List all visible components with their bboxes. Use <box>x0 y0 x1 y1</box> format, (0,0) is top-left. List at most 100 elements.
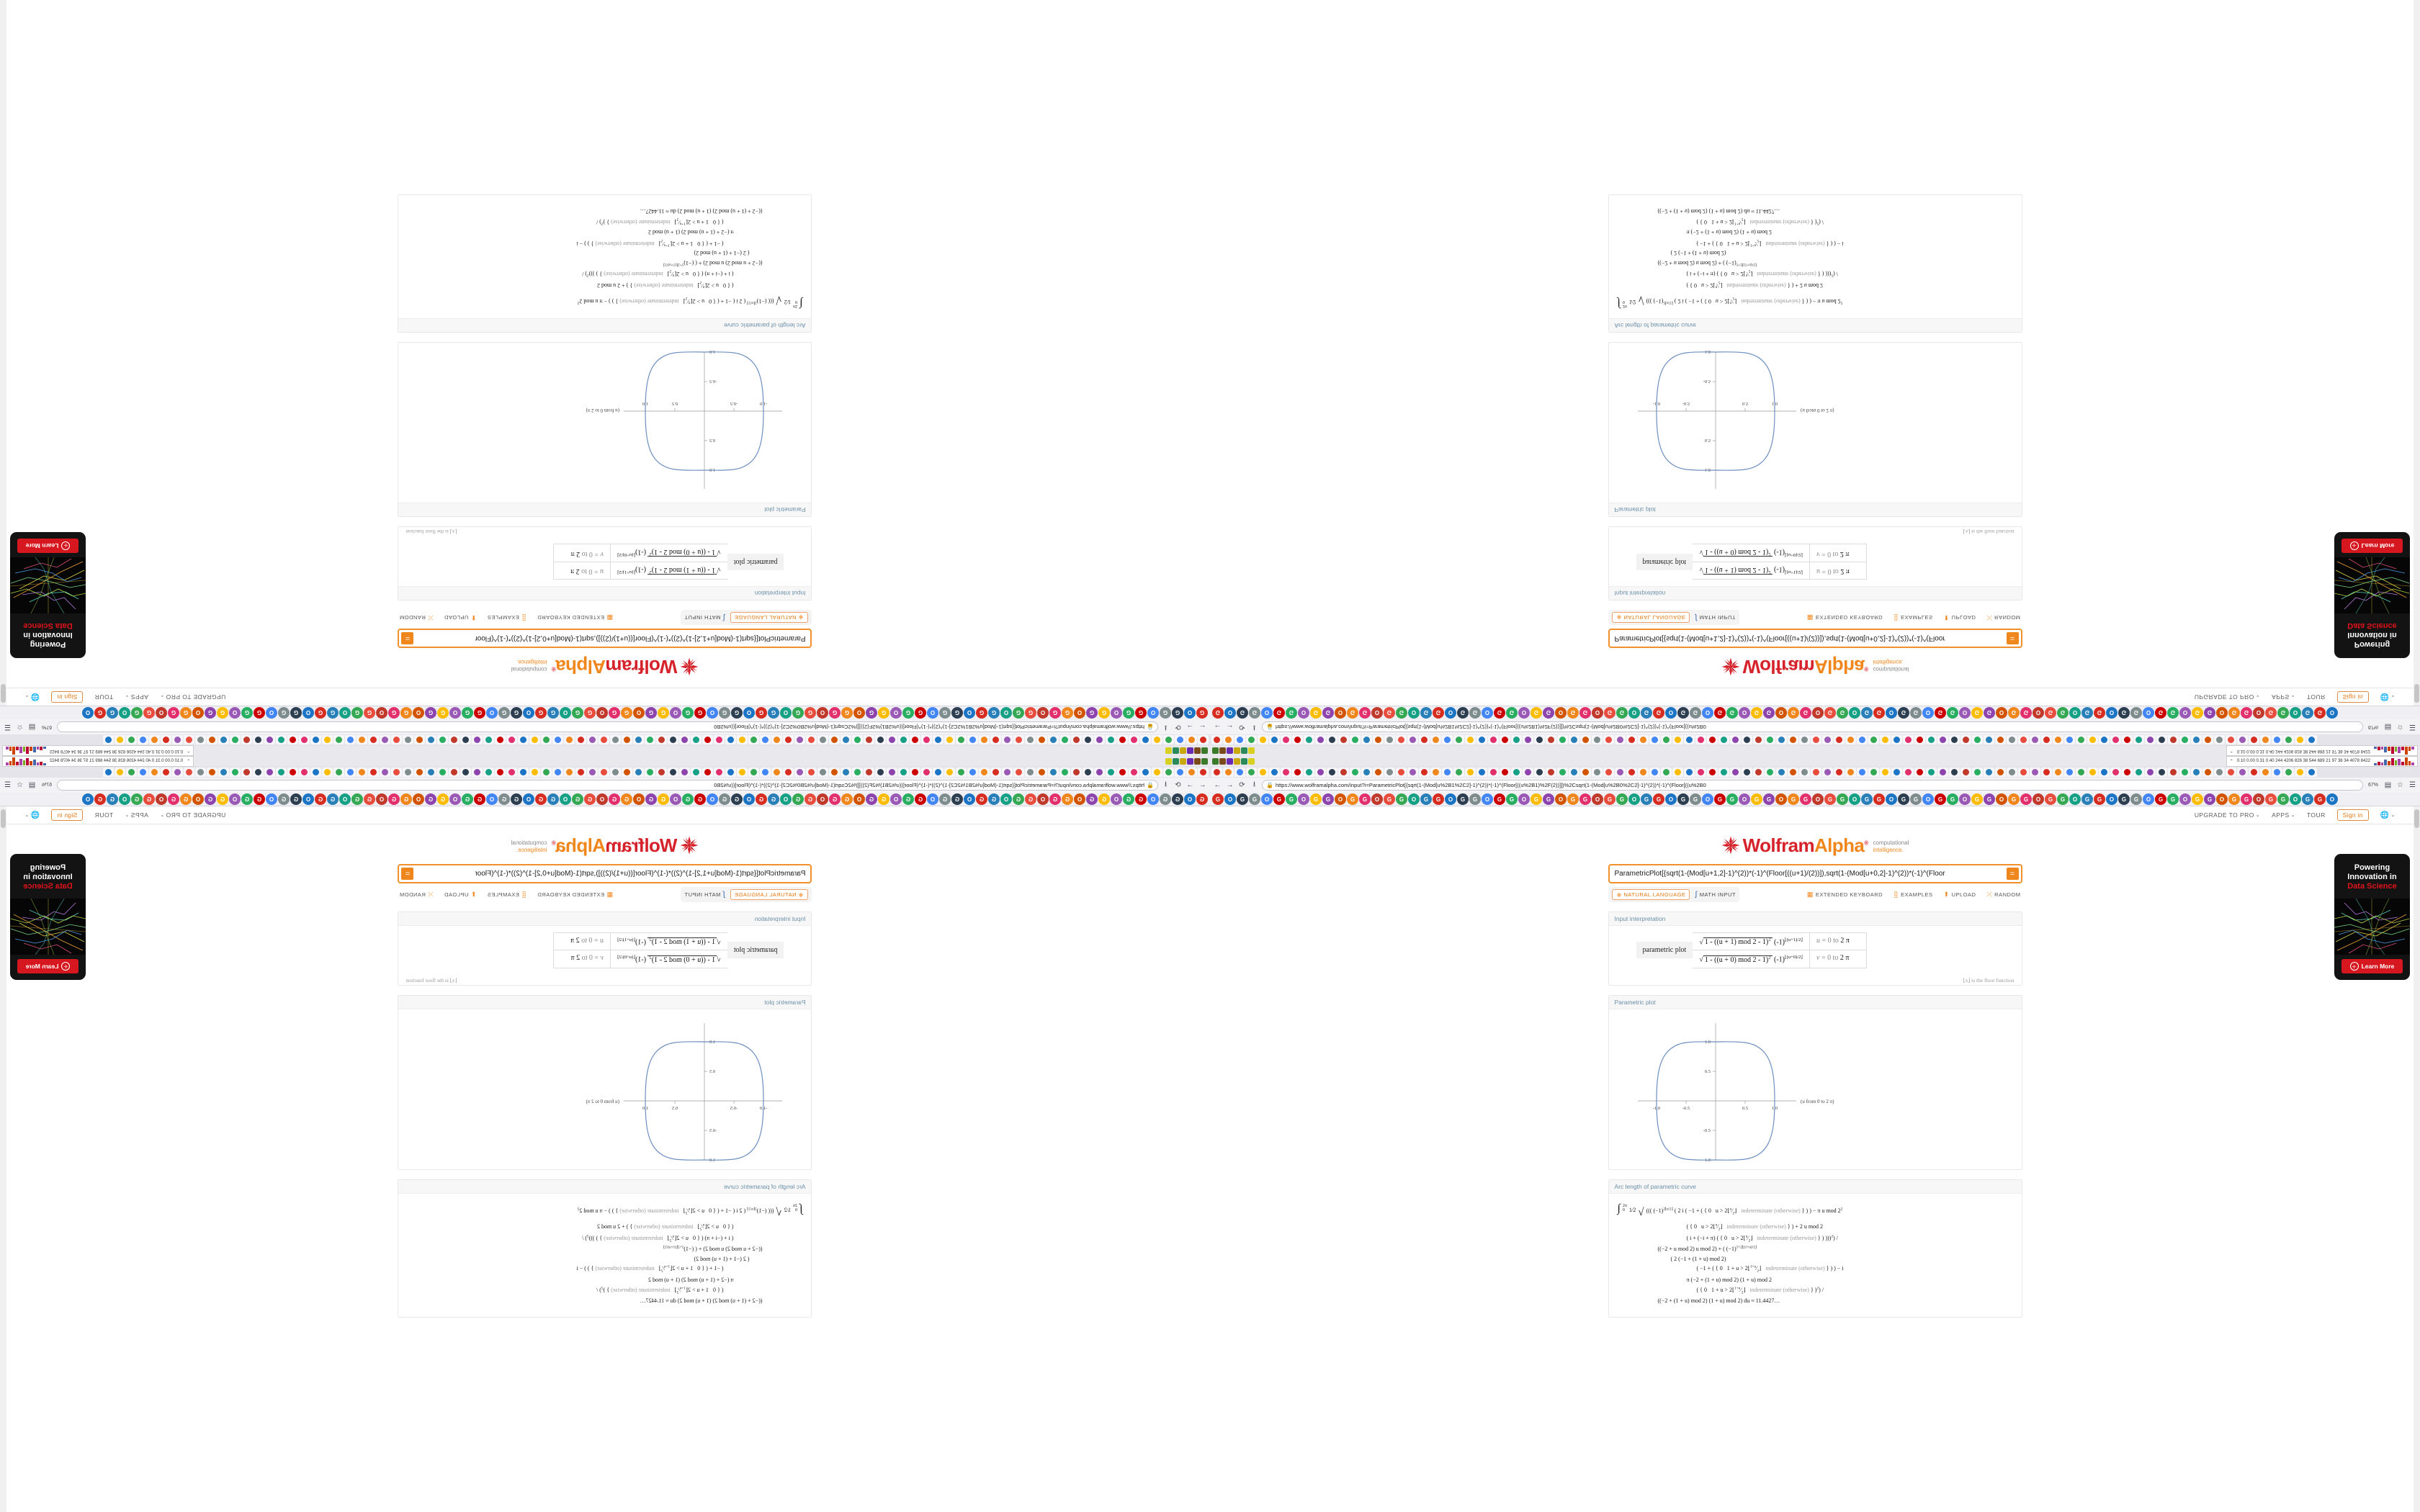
bookmark-favicon-icon[interactable]: G <box>143 793 155 805</box>
bookmark-favicon-icon[interactable]: G <box>1359 707 1371 719</box>
bookmark-favicon-icon[interactable]: G <box>1025 793 1036 805</box>
bookmark-favicon-icon[interactable]: O <box>1111 707 1122 719</box>
bookmark-favicon-icon[interactable]: G <box>1788 793 1799 805</box>
bookmark-favicon-icon[interactable]: O <box>1739 707 1750 719</box>
browser-tab[interactable] <box>1880 767 1891 777</box>
equals-icon[interactable]: = <box>401 868 414 880</box>
browser-tab[interactable] <box>622 735 632 745</box>
browser-tab[interactable] <box>1845 735 1856 745</box>
bookmark-favicon-icon[interactable]: O <box>853 707 865 719</box>
search-bar[interactable]: = <box>1608 629 2022 648</box>
bookmark-favicon-icon[interactable]: G <box>2118 707 2130 719</box>
browser-tab[interactable] <box>1845 767 1856 777</box>
browser-tab[interactable] <box>2202 735 2213 745</box>
bookmark-favicon-icon[interactable]: G <box>2314 707 2326 719</box>
browser-tab[interactable] <box>1776 767 1787 777</box>
page-scrollbar[interactable] <box>2414 0 2420 706</box>
browser-tab[interactable] <box>310 735 321 745</box>
browser-tab[interactable] <box>126 767 137 777</box>
browser-tab[interactable] <box>956 735 967 745</box>
browser-tab[interactable] <box>2214 735 2225 745</box>
bookmark-favicon-icon[interactable]: G <box>1751 793 1762 805</box>
browser-tab[interactable] <box>380 735 390 745</box>
signin-button[interactable]: Sign in <box>51 809 84 821</box>
browser-tab[interactable] <box>2214 767 2225 777</box>
browser-tab[interactable] <box>1684 767 1695 777</box>
browser-tab[interactable] <box>368 767 379 777</box>
bookmark-favicon-icon[interactable]: G <box>609 793 620 805</box>
wolframalpha-logo[interactable]: WolframAlpha® computational intelligence… <box>398 834 812 856</box>
bookmark-favicon-icon[interactable]: O <box>449 707 461 719</box>
bookmark-favicon-icon[interactable]: O <box>2106 793 2118 805</box>
bookmark-favicon-icon[interactable]: O <box>853 793 865 805</box>
browser-tab[interactable] <box>1718 767 1729 777</box>
bookmark-favicon-icon[interactable]: G <box>1396 793 1407 805</box>
bookmark-favicon-icon[interactable]: G <box>2057 707 2069 719</box>
taskbar-app-icon[interactable] <box>1165 757 1172 765</box>
browser-tab[interactable] <box>794 735 805 745</box>
browser-tab[interactable] <box>483 767 494 777</box>
bookmark-favicon-icon[interactable]: G <box>1420 707 1432 719</box>
browser-tab[interactable] <box>1580 735 1591 745</box>
bookmark-favicon-icon[interactable]: O <box>1922 793 1934 805</box>
browser-tab[interactable] <box>1117 767 1128 777</box>
bookmark-favicon-icon[interactable]: O <box>1996 793 2007 805</box>
bookmark-favicon-icon[interactable]: O <box>1665 707 1677 719</box>
browser-tab[interactable] <box>2064 767 2075 777</box>
bookmark-favicon-icon[interactable]: G <box>217 793 228 805</box>
browser-tab[interactable] <box>1476 735 1487 745</box>
bookmark-favicon-icon[interactable]: O <box>817 793 828 805</box>
browser-tab[interactable] <box>1592 735 1603 745</box>
bookmark-favicon-icon[interactable]: O <box>1555 707 1567 719</box>
bookmark-favicon-icon[interactable]: G <box>94 793 106 805</box>
bookmark-favicon-icon[interactable]: G <box>1677 707 1689 719</box>
bookmark-favicon-icon[interactable]: G <box>1971 707 1983 719</box>
browser-tab[interactable] <box>1557 735 1568 745</box>
browser-tab[interactable] <box>357 735 367 745</box>
taskbar-app-icon[interactable] <box>1212 747 1219 755</box>
bookmark-favicon-icon[interactable]: O <box>1147 707 1159 719</box>
bookmark-favicon-icon[interactable]: G <box>1457 793 1469 805</box>
bookmark-favicon-icon[interactable]: G <box>2118 793 2130 805</box>
bookmark-favicon-icon[interactable]: G <box>462 707 473 719</box>
browser-tab[interactable] <box>241 735 252 745</box>
browser-tab[interactable] <box>472 735 483 745</box>
browser-tab[interactable] <box>852 735 863 745</box>
bookmark-favicon-icon[interactable]: G <box>1763 707 1775 719</box>
bookmark-favicon-icon[interactable]: G <box>621 707 632 719</box>
bookmark-favicon-icon[interactable]: G <box>351 707 363 719</box>
browser-tab[interactable] <box>1419 767 1430 777</box>
bookmark-favicon-icon[interactable]: G <box>254 793 265 805</box>
forward-arrow-icon[interactable]: → <box>1226 723 1234 731</box>
browser-tab[interactable] <box>2030 735 2040 745</box>
bookmark-favicon-icon[interactable]: G <box>988 793 1000 805</box>
browser-tab[interactable] <box>1198 767 1209 777</box>
bookmark-favicon-icon[interactable]: G <box>1653 707 1664 719</box>
browser-tab[interactable] <box>1198 735 1209 745</box>
browser-tab[interactable] <box>1707 767 1718 777</box>
bookmark-favicon-icon[interactable]: G <box>1310 707 1322 719</box>
address-bar[interactable]: 🔒 https://www.wolframalpha.com/input?i=P… <box>1262 721 2363 732</box>
bookmark-favicon-icon[interactable]: G <box>829 707 841 719</box>
bookmark-favicon-icon[interactable]: O <box>964 793 975 805</box>
browser-tab[interactable] <box>1465 735 1476 745</box>
browser-tab[interactable] <box>967 767 978 777</box>
browser-tab[interactable] <box>1106 767 1116 777</box>
browser-tab[interactable] <box>656 735 667 745</box>
browser-tab[interactable] <box>2099 767 2110 777</box>
bookmark-favicon-icon[interactable]: O <box>2106 707 2118 719</box>
bookmark-favicon-icon[interactable]: G <box>1690 793 1701 805</box>
bookmark-favicon-icon[interactable]: O <box>1849 707 1860 719</box>
bookmark-favicon-icon[interactable]: G <box>2204 707 2215 719</box>
bookmark-favicon-icon[interactable]: O <box>1298 707 1309 719</box>
math-input-button[interactable]: ∫ MATH INPUT <box>684 891 725 899</box>
bookmark-favicon-icon[interactable]: G <box>1098 707 1110 719</box>
browser-tab[interactable] <box>979 767 990 777</box>
bookmark-favicon-icon[interactable]: G <box>768 707 779 719</box>
bookmark-favicon-icon[interactable]: G <box>2265 707 2277 719</box>
bookmark-favicon-icon[interactable]: G <box>535 707 547 719</box>
browser-tab[interactable] <box>610 767 621 777</box>
browser-tab[interactable] <box>933 735 944 745</box>
